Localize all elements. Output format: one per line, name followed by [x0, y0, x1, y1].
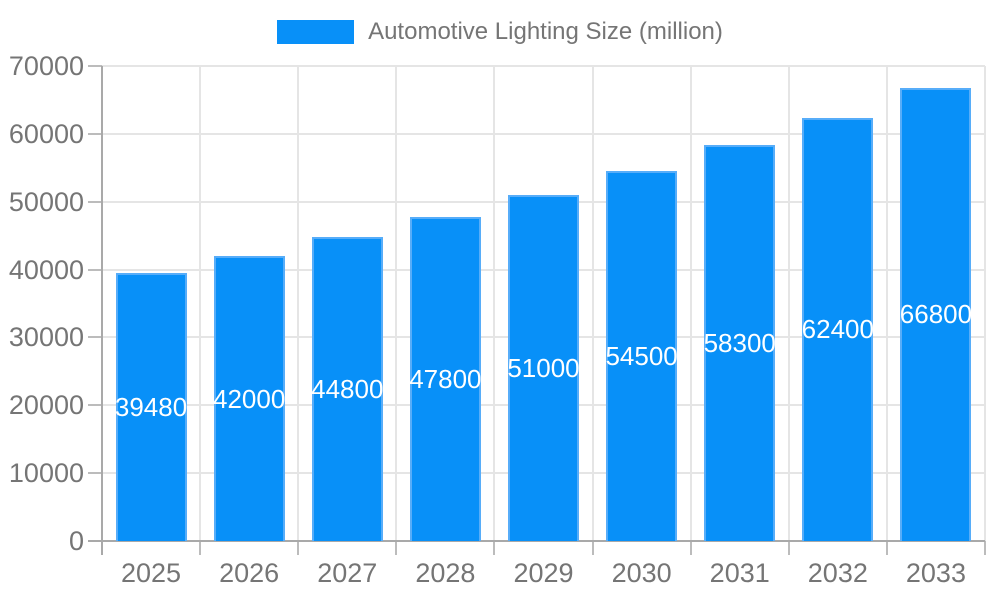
bar-value-label: 58300 — [703, 328, 776, 359]
y-axis-tick-label: 0 — [68, 526, 84, 556]
vertical-gridline — [984, 66, 986, 541]
x-axis-tick — [984, 541, 986, 555]
x-axis-line — [88, 540, 985, 542]
x-axis-tick — [689, 541, 692, 555]
y-axis-tick-label: 30000 — [8, 322, 84, 353]
bar-2029[interactable] — [508, 194, 579, 541]
bar-2032[interactable] — [802, 117, 874, 541]
bar-2026[interactable] — [213, 256, 285, 541]
bar-2033[interactable] — [900, 87, 972, 541]
vertical-gridline — [395, 66, 398, 541]
y-axis-tick — [88, 132, 102, 135]
bar-value-label: 44800 — [311, 374, 384, 404]
bar-value-label: 42000 — [213, 383, 286, 414]
bar-value-label: 51000 — [507, 352, 580, 383]
y-axis-tick — [88, 268, 102, 271]
vertical-gridline — [689, 66, 692, 541]
x-axis-category-label: 2027 — [317, 558, 378, 588]
horizontal-gridline — [102, 65, 985, 67]
horizontal-gridline — [102, 132, 985, 135]
y-axis-tick-label: 20000 — [8, 390, 84, 421]
y-axis-tick-label: 70000 — [8, 51, 84, 81]
x-axis-category-label: 2028 — [415, 558, 476, 588]
x-axis-category-label: 2025 — [121, 558, 182, 588]
x-axis-category-label: 2032 — [807, 558, 868, 588]
legend-color-swatch — [277, 20, 355, 44]
y-axis-tick-label: 10000 — [8, 458, 84, 489]
y-axis-tick — [88, 336, 102, 339]
vertical-gridline — [787, 66, 790, 541]
bar-2031[interactable] — [704, 145, 776, 541]
bar-value-label: 54500 — [605, 341, 678, 372]
bar-2030[interactable] — [606, 171, 678, 541]
vertical-gridline — [199, 66, 202, 541]
legend-series-label: Automotive Lighting Size (million) — [368, 18, 723, 45]
bar-value-label: 66800 — [899, 299, 973, 330]
x-axis-category-label: 2033 — [905, 558, 966, 588]
y-axis-tick-label: 40000 — [8, 254, 84, 285]
bar-value-label: 62400 — [801, 314, 874, 345]
y-axis-tick — [88, 65, 102, 67]
y-axis-line — [101, 66, 103, 555]
x-axis-tick — [885, 541, 888, 555]
x-axis-category-label: 2029 — [513, 558, 574, 588]
x-axis-tick — [395, 541, 398, 555]
x-axis-category-label: 2030 — [611, 558, 672, 588]
y-axis-tick-label: 50000 — [8, 186, 84, 217]
bar-value-label: 47800 — [409, 363, 482, 394]
x-axis-tick — [591, 541, 594, 555]
x-axis-tick — [787, 541, 790, 555]
legend-item-series[interactable]: Automotive Lighting Size (million) — [277, 19, 723, 45]
x-axis-category-label: 2031 — [709, 558, 770, 588]
x-axis-category-label: 2026 — [219, 558, 280, 588]
bar-2025[interactable] — [115, 273, 187, 541]
x-axis-tick — [493, 541, 496, 555]
bar-2027[interactable] — [311, 237, 383, 541]
y-axis-tick-label: 60000 — [8, 118, 84, 149]
y-axis-tick — [88, 200, 102, 203]
bar-value-label: 39480 — [114, 392, 188, 423]
vertical-gridline — [493, 66, 496, 541]
bar-2028[interactable] — [409, 216, 481, 541]
vertical-gridline — [297, 66, 300, 541]
x-axis-tick — [199, 541, 202, 555]
vertical-gridline — [591, 66, 594, 541]
y-axis-tick — [88, 472, 102, 475]
y-axis-tick — [88, 404, 102, 407]
vertical-gridline — [885, 66, 888, 541]
legend: Automotive Lighting Size (million) — [0, 19, 1000, 45]
x-axis-tick — [297, 541, 300, 555]
